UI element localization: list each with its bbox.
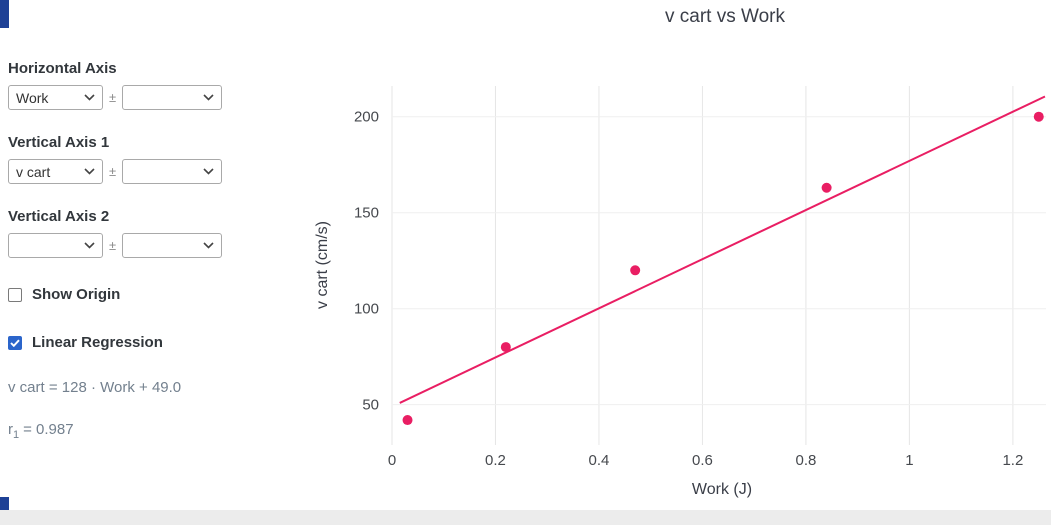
r-base: r xyxy=(8,421,13,438)
vertical-axis-1-select[interactable]: v cart xyxy=(8,159,103,184)
svg-text:1: 1 xyxy=(905,452,913,469)
chevron-down-icon xyxy=(203,242,214,249)
scatter-points[interactable] xyxy=(402,111,1044,426)
horizontal-axis-error-select[interactable] xyxy=(122,85,223,110)
axis-settings-panel: Horizontal Axis Work ± Vertical Axis 1 v… xyxy=(8,60,248,441)
y-axis-label: v cart (cm/s) xyxy=(314,221,331,309)
linear-regression-row[interactable]: Linear Regression xyxy=(8,334,248,351)
fit-equation: v cart = 128 · Work + 49.0 xyxy=(8,379,182,396)
chevron-down-icon xyxy=(84,94,95,101)
svg-text:50: 50 xyxy=(362,397,379,414)
plus-minus-symbol: ± xyxy=(109,90,117,105)
x-tick-labels: 0 0.2 0.4 0.6 0.8 1 1.2 xyxy=(388,452,1023,469)
plus-minus-symbol: ± xyxy=(109,164,117,179)
vertical-axis-1-error-select[interactable] xyxy=(122,159,223,184)
show-origin-checkbox[interactable] xyxy=(8,287,22,302)
r-subscript: 1 xyxy=(13,429,20,441)
vertical-axis-2-select[interactable] xyxy=(8,233,103,258)
chevron-down-icon xyxy=(84,168,95,175)
plus-minus-symbol: ± xyxy=(109,238,117,253)
vertical-axis-2-error-select[interactable] xyxy=(122,233,223,258)
horizontal-axis-row: Work ± xyxy=(8,85,248,110)
chart-title: v cart vs Work xyxy=(665,6,785,27)
edge-accent-top xyxy=(0,0,9,28)
linear-regression-label: Linear Regression xyxy=(32,334,163,351)
svg-text:0.2: 0.2 xyxy=(485,452,506,469)
svg-text:0.6: 0.6 xyxy=(692,452,713,469)
vertical-axis-1-select-value: v cart xyxy=(16,163,51,180)
linear-regression-checkbox[interactable] xyxy=(8,335,22,350)
correlation-value: r1 = 0.987 xyxy=(8,421,248,441)
chevron-down-icon xyxy=(203,168,214,175)
y-tick-labels: 50 100 150 200 xyxy=(354,109,379,414)
svg-text:100: 100 xyxy=(354,301,379,318)
vertical-axis-2-row: ± xyxy=(8,233,248,258)
svg-text:150: 150 xyxy=(354,205,379,222)
chevron-down-icon xyxy=(203,94,214,101)
svg-text:200: 200 xyxy=(354,109,379,126)
x-axis-label: Work (J) xyxy=(691,481,753,498)
svg-text:0.4: 0.4 xyxy=(589,452,610,469)
horizontal-axis-select-value: Work xyxy=(16,89,49,106)
chevron-down-icon xyxy=(84,242,95,249)
chart-gridlines xyxy=(391,86,1046,445)
show-origin-row[interactable]: Show Origin xyxy=(8,286,248,303)
vertical-axis-1-row: v cart ± xyxy=(8,159,248,184)
svg-text:1.2: 1.2 xyxy=(1002,452,1023,469)
footer-strip xyxy=(0,510,1051,525)
svg-text:0: 0 xyxy=(388,452,396,469)
vertical-axis-2-label: Vertical Axis 2 xyxy=(8,208,110,225)
svg-text:0.8: 0.8 xyxy=(795,452,816,469)
check-icon xyxy=(10,339,20,347)
r-equals-value: = 0.987 xyxy=(23,421,74,438)
horizontal-axis-label: Horizontal Axis xyxy=(8,60,117,77)
regression-line xyxy=(399,95,1046,404)
vertical-axis-1-label: Vertical Axis 1 xyxy=(8,134,110,151)
show-origin-label: Show Origin xyxy=(32,286,121,303)
horizontal-axis-select[interactable]: Work xyxy=(8,85,103,110)
